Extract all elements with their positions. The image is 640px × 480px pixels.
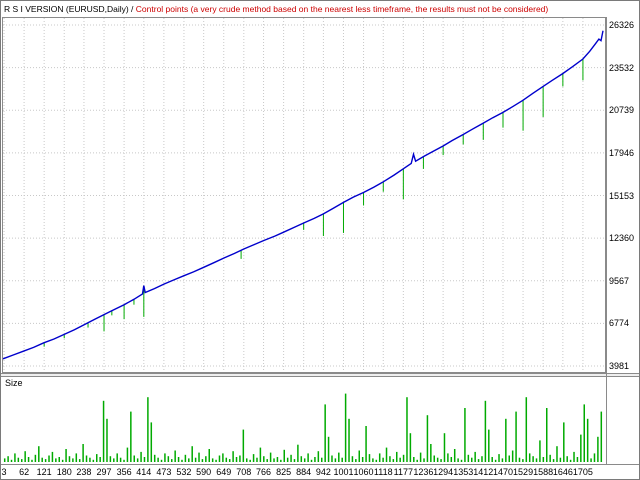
y-axis-label: 26326 bbox=[609, 20, 635, 30]
y-axis-label: 20739 bbox=[609, 105, 635, 116]
y-axis-label: 9567 bbox=[609, 275, 630, 286]
x-axis-label: 884 bbox=[296, 467, 312, 477]
y-axis-label: 15153 bbox=[609, 190, 635, 201]
x-axis-label: 238 bbox=[76, 467, 92, 477]
x-axis-label: 1294 bbox=[433, 467, 454, 477]
x-axis-label: 356 bbox=[116, 467, 132, 477]
x-axis-label: 1060 bbox=[353, 467, 374, 477]
y-axis-label: 3981 bbox=[609, 361, 630, 371]
balance-chart bbox=[2, 17, 606, 373]
x-axis-label: 1412 bbox=[473, 467, 494, 477]
y-axis-label: 6774 bbox=[609, 318, 630, 329]
x-axis-label: 942 bbox=[315, 467, 331, 477]
x-axis-label: 180 bbox=[56, 467, 72, 477]
x-axis-label: 62 bbox=[19, 467, 30, 477]
x-axis-label: 1470 bbox=[492, 467, 514, 477]
y-axis-label: 12360 bbox=[609, 233, 635, 244]
size-histogram bbox=[3, 393, 603, 462]
x-axis-label: 1177 bbox=[393, 467, 414, 477]
x-axis-label: 708 bbox=[236, 467, 252, 477]
panel-separator bbox=[1, 373, 639, 377]
y-axis: 26326 23532 20739 17946 15153 12360 9567 6774 39… bbox=[608, 17, 639, 373]
x-axis-label: 1588 bbox=[533, 467, 554, 477]
x-axis: 3 62 121 180 238 297 356 414 473 532 590 649 708 766 8… bbox=[1, 464, 639, 479]
size-panel-label: Size bbox=[5, 378, 23, 388]
model-warning-text: Control points (a very crude method base… bbox=[135, 4, 549, 14]
x-axis-label: 532 bbox=[176, 467, 192, 477]
x-axis-label: 590 bbox=[196, 467, 212, 477]
x-axis-label: 1001 bbox=[333, 467, 354, 477]
x-axis-label: 1646 bbox=[552, 467, 573, 477]
x-axis-label: 414 bbox=[136, 467, 152, 477]
x-axis-label: 1529 bbox=[513, 467, 534, 477]
x-axis-label: 473 bbox=[156, 467, 172, 477]
x-axis-label: 1236 bbox=[413, 467, 434, 477]
x-axis-label: 825 bbox=[276, 467, 292, 477]
x-axis-label: 1118 bbox=[373, 467, 393, 477]
symbol-title: R S I VERSION (EURUSD,Daily) / bbox=[4, 4, 134, 14]
x-axis-label: 297 bbox=[96, 467, 112, 477]
y-axis-label: 17946 bbox=[609, 147, 635, 158]
x-axis-label: 3 bbox=[1, 467, 7, 477]
x-axis-label: 649 bbox=[216, 467, 232, 477]
x-axis-label: 1705 bbox=[572, 467, 593, 477]
size-panel: Size bbox=[1, 377, 639, 464]
x-axis-label: 766 bbox=[256, 467, 272, 477]
chart-right-border bbox=[606, 17, 607, 464]
chart-title-bar: R S I VERSION (EURUSD,Daily) / Control p… bbox=[4, 3, 637, 16]
y-axis-label: 23532 bbox=[609, 62, 635, 73]
x-axis-label: 121 bbox=[36, 467, 52, 477]
x-axis-label: 1353 bbox=[453, 467, 474, 477]
